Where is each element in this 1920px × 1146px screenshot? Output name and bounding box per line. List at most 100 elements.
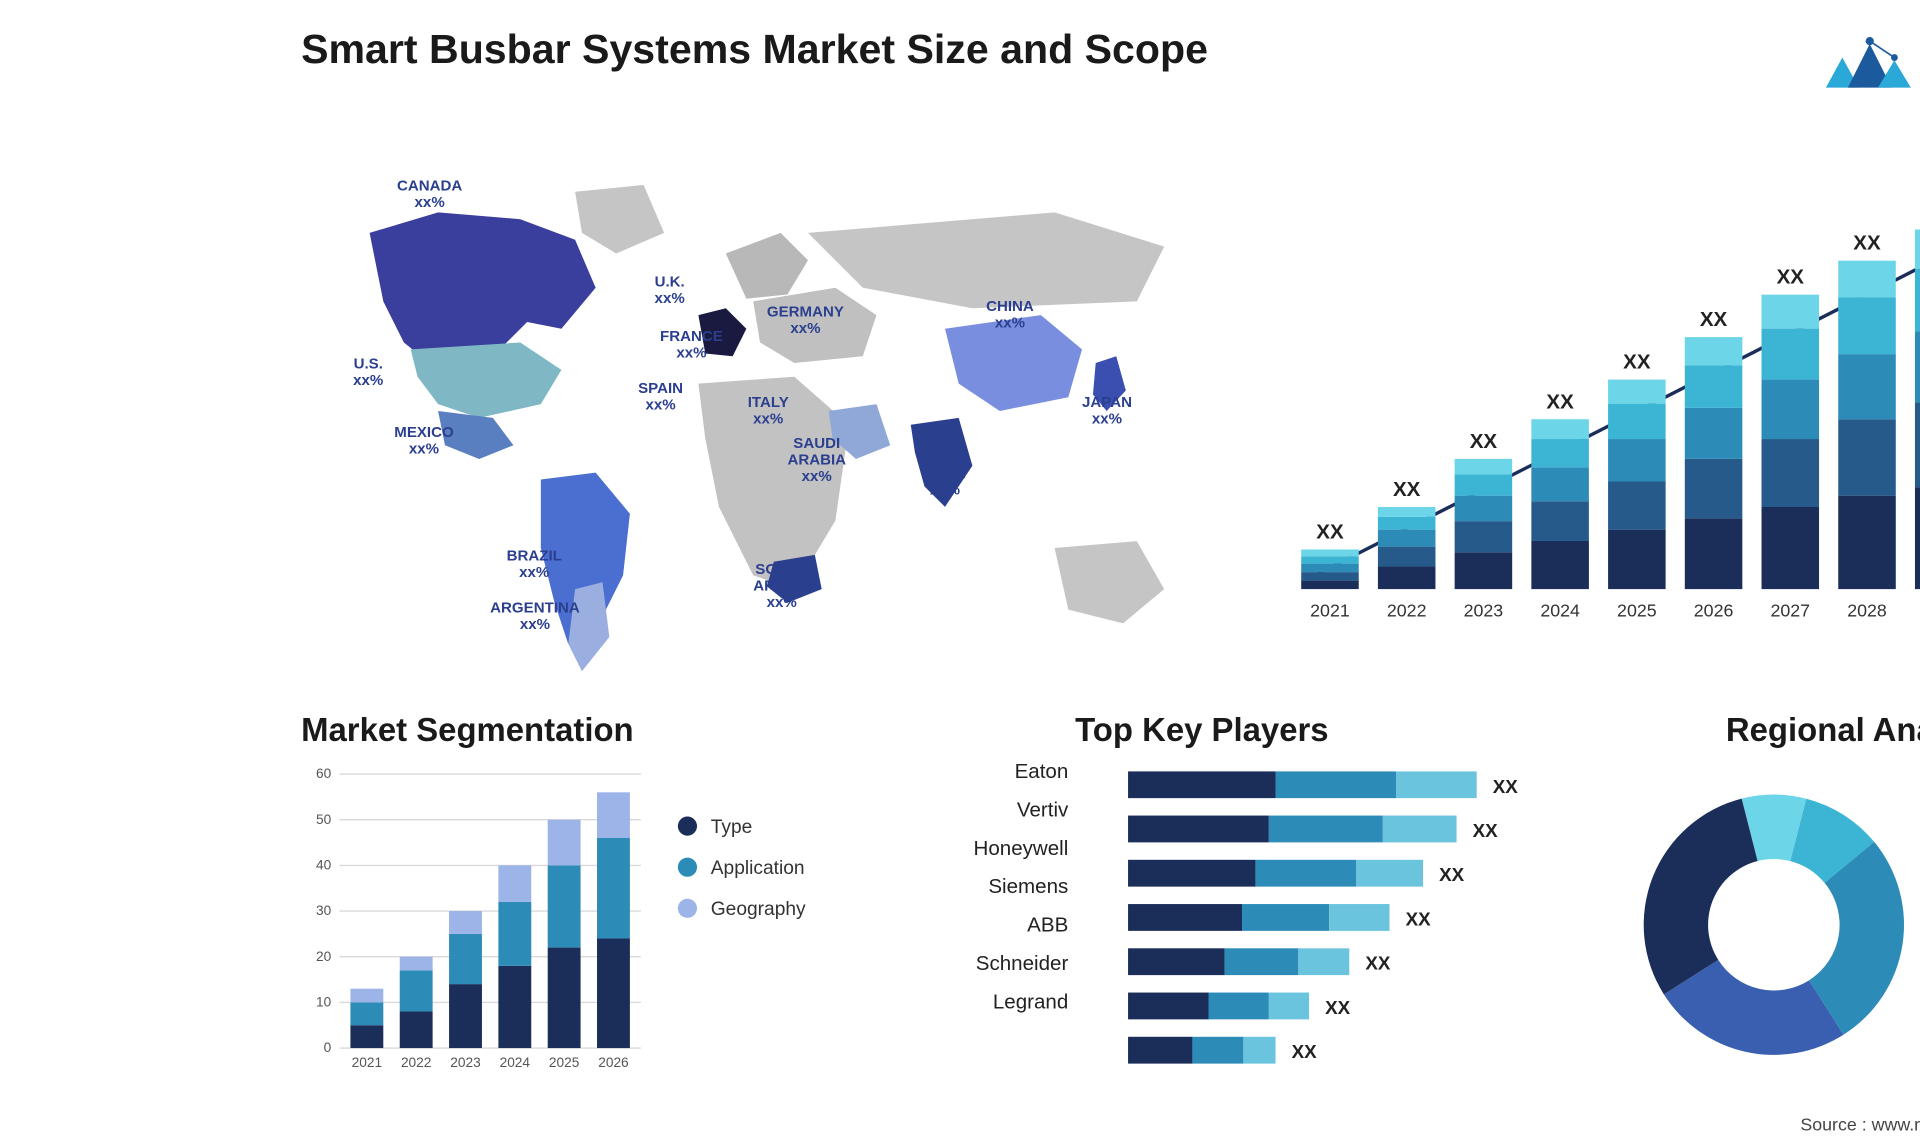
main-bar bbox=[1915, 230, 1920, 270]
main-bar-value: XX bbox=[1623, 351, 1651, 374]
main-bar bbox=[1378, 547, 1436, 567]
main-bar bbox=[1915, 269, 1920, 331]
player-bar bbox=[1242, 904, 1329, 931]
main-bar-year: 2028 bbox=[1847, 601, 1887, 621]
player-bar bbox=[1192, 1037, 1243, 1064]
main-bar bbox=[1838, 496, 1896, 589]
main-bar bbox=[1378, 507, 1436, 517]
main-bar-value: XX bbox=[1470, 430, 1498, 453]
legend-label: Type bbox=[711, 815, 753, 837]
player-bar bbox=[1128, 860, 1255, 887]
map-region-europe-scand bbox=[726, 233, 808, 299]
main-bar bbox=[1608, 380, 1666, 404]
seg-bar bbox=[548, 820, 581, 866]
player-bar bbox=[1276, 771, 1397, 798]
player-value: XX bbox=[1493, 776, 1519, 797]
seg-bar bbox=[498, 865, 531, 902]
main-bar bbox=[1762, 329, 1820, 380]
regional-chart: Latin AmericaMiddle East & AfricaAsia Pa… bbox=[1637, 747, 1920, 1117]
map-label-china: CHINAxx% bbox=[986, 299, 1034, 332]
main-bar bbox=[1608, 439, 1666, 481]
main-bar bbox=[1378, 530, 1436, 547]
legend-dot-icon bbox=[678, 817, 697, 836]
player-bar bbox=[1329, 904, 1389, 931]
main-bar bbox=[1915, 487, 1920, 589]
seg-bar bbox=[400, 1012, 433, 1049]
seg-year: 2023 bbox=[450, 1055, 481, 1070]
main-bar bbox=[1838, 419, 1896, 495]
seg-year: 2021 bbox=[352, 1055, 382, 1070]
seg-bar bbox=[498, 902, 531, 966]
map-label-canada: CANADAxx% bbox=[397, 178, 462, 211]
page-title: Smart Busbar Systems Market Size and Sco… bbox=[301, 27, 1208, 74]
seg-bar bbox=[597, 838, 630, 938]
seg-legend-item: Type bbox=[678, 815, 806, 837]
main-bar bbox=[1455, 552, 1513, 589]
player-name: Vertiv bbox=[904, 799, 1068, 822]
legend-dot-icon bbox=[678, 899, 697, 918]
seg-ylabel: 60 bbox=[316, 766, 332, 781]
main-bar bbox=[1531, 419, 1589, 439]
main-bar bbox=[1608, 404, 1666, 439]
player-name: Eaton bbox=[904, 760, 1068, 783]
main-bar bbox=[1608, 482, 1666, 530]
seg-ylabel: 20 bbox=[316, 949, 332, 964]
legend-label: Application bbox=[711, 856, 805, 878]
seg-ylabel: 50 bbox=[316, 812, 332, 827]
seg-bar bbox=[597, 938, 630, 1048]
main-bar-chart: XX2021XX2022XX2023XX2024XX2025XX2026XX20… bbox=[1274, 137, 1920, 644]
map-label-france: FRANCExx% bbox=[660, 329, 723, 362]
seg-ylabel: 30 bbox=[316, 903, 332, 918]
seg-ylabel: 0 bbox=[324, 1040, 332, 1055]
main-bar bbox=[1301, 564, 1359, 572]
seg-legend-item: Geography bbox=[678, 897, 806, 919]
brand-logo: MARKET RESEARCH INTELLECT bbox=[1823, 25, 1920, 103]
map-region-usa bbox=[411, 343, 562, 418]
seg-bar bbox=[548, 865, 581, 947]
seg-ylabel: 40 bbox=[316, 857, 332, 872]
players-title: Top Key Players bbox=[1075, 712, 1328, 750]
main-bar bbox=[1685, 365, 1743, 407]
legend-label: Geography bbox=[711, 897, 806, 919]
main-bar-year: 2026 bbox=[1694, 601, 1734, 621]
donut-slice bbox=[1644, 799, 1758, 995]
main-bar-value: XX bbox=[1853, 232, 1881, 255]
player-bar bbox=[1243, 1037, 1275, 1064]
player-name: ABB bbox=[904, 914, 1068, 937]
source-text: Source : www.marketresearchintellect.com bbox=[1800, 1114, 1920, 1135]
main-bar bbox=[1455, 521, 1513, 552]
segmentation-title: Market Segmentation bbox=[301, 712, 634, 750]
map-label-saudi-arabia: SAUDIARABIAxx% bbox=[787, 436, 846, 486]
main-bar bbox=[1531, 541, 1589, 589]
main-bar bbox=[1838, 261, 1896, 298]
main-bar-value: XX bbox=[1393, 478, 1421, 501]
map-label-brazil: BRAZILxx% bbox=[507, 548, 562, 581]
players-name-list: EatonVertivHoneywellSiemensABBSchneiderL… bbox=[904, 760, 1068, 1013]
main-bar bbox=[1455, 496, 1513, 521]
main-bar bbox=[1378, 566, 1436, 589]
main-bar-year: 2025 bbox=[1617, 601, 1657, 621]
main-bar bbox=[1915, 402, 1920, 487]
player-bar bbox=[1128, 1037, 1192, 1064]
seg-bar bbox=[350, 1025, 383, 1048]
seg-bar bbox=[449, 934, 482, 984]
main-bar bbox=[1378, 517, 1436, 530]
map-label-u.k.: U.K.xx% bbox=[655, 274, 685, 307]
seg-legend-item: Application bbox=[678, 856, 806, 878]
segmentation-chart: 0102030405060202120222023202420252026 Ty… bbox=[301, 760, 863, 1116]
main-bar bbox=[1301, 557, 1359, 564]
player-bar bbox=[1269, 816, 1383, 843]
player-name: Legrand bbox=[904, 991, 1068, 1014]
logo-mark-icon bbox=[1823, 33, 1913, 93]
player-bar bbox=[1255, 860, 1356, 887]
player-bar bbox=[1128, 904, 1242, 931]
main-bar bbox=[1685, 459, 1743, 518]
map-region-russia bbox=[808, 212, 1164, 308]
player-bar bbox=[1356, 860, 1423, 887]
player-bar bbox=[1128, 771, 1275, 798]
map-label-u.s.: U.S.xx% bbox=[353, 356, 383, 389]
player-name: Schneider bbox=[904, 952, 1068, 975]
seg-bar bbox=[449, 911, 482, 934]
regional-title: Regional Analysis bbox=[1726, 712, 1920, 750]
main-bar bbox=[1301, 572, 1359, 580]
